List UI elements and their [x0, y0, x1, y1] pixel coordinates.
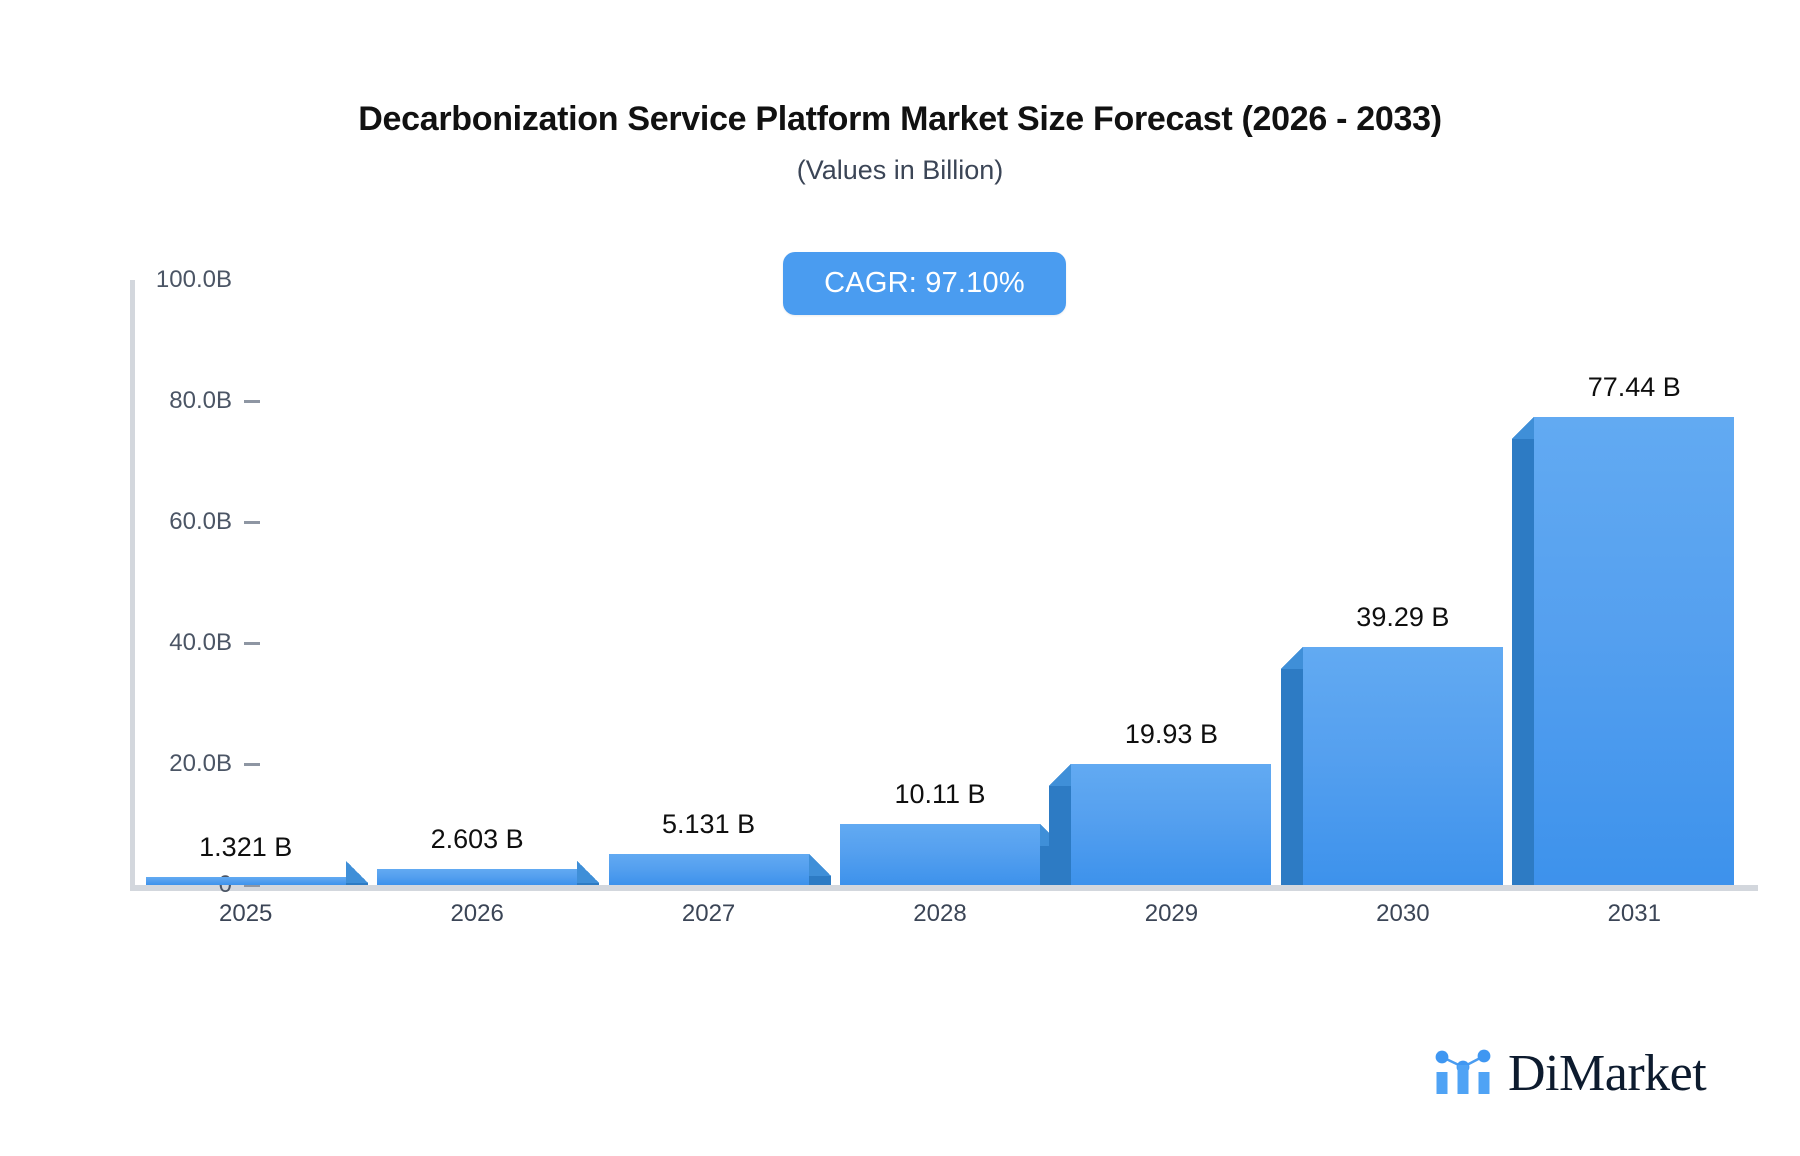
bar-group: 19.93 B 2029: [1049, 280, 1272, 927]
logo-wordmark: DiMarket: [1508, 1044, 1707, 1102]
bar[interactable]: [840, 823, 1040, 885]
bar-value-label: 39.29 B: [1356, 602, 1450, 633]
bar[interactable]: [377, 869, 578, 885]
bar-value-label: 19.93 B: [1124, 719, 1218, 750]
y-axis-tick: 20.0B: [120, 750, 260, 778]
y-axis-tick: 100.0B: [120, 266, 260, 294]
y-axis-tick: 80.0B: [120, 387, 260, 415]
dimarket-logo: DiMarket: [1434, 1044, 1707, 1102]
cagr-badge: CAGR: 97.10%: [783, 252, 1066, 315]
bar-chart-logo-icon: [1434, 1046, 1492, 1101]
bar-3d-side: [577, 883, 600, 885]
chart-subtitle: (Values in Billion): [796, 155, 1004, 185]
y-axis-tick: 60.0B: [120, 508, 260, 536]
y-axis-tick-mark: [244, 762, 260, 766]
bar-value-label: 10.11 B: [894, 778, 986, 809]
bar-3d-cap: [1049, 764, 1072, 787]
bar-3d-side: [1049, 786, 1072, 885]
bar[interactable]: [1302, 647, 1503, 885]
bar-value-label: 2.603 B: [430, 824, 524, 855]
chart-title: Decarbonization Service Platform Market …: [358, 100, 1442, 138]
bar[interactable]: [608, 853, 809, 885]
y-axis-tick: 40.0B: [120, 629, 260, 657]
cagr-badge-label: CAGR: 97.10%: [824, 267, 1025, 299]
y-axis-tick-label: 20.0B: [169, 750, 232, 777]
bar-3d-side: [1512, 438, 1535, 885]
bar-group: 1.321 B 2025: [145, 280, 368, 927]
y-axis-tick-label: 80.0B: [169, 387, 232, 414]
x-axis-tick-label: 2026: [450, 900, 504, 927]
bar-value-label: 1.321 B: [199, 832, 293, 863]
y-axis-tick-mark: [244, 399, 260, 403]
bar-group: 5.131 B 2027: [608, 280, 831, 927]
y-axis-tick-mark: [244, 883, 260, 887]
bar-3d-cap: [577, 861, 600, 883]
bar[interactable]: [145, 877, 346, 885]
x-axis-tick-label: 2028: [913, 900, 967, 927]
bar-3d-cap: [345, 861, 368, 883]
y-axis-tick-mark: [244, 641, 260, 645]
bar[interactable]: [1534, 416, 1735, 885]
bar-group: 77.44 B 2031: [1512, 280, 1735, 927]
bar-3d-side: [808, 875, 831, 885]
y-axis-tick-label: 40.0B: [169, 629, 232, 656]
x-axis-tick-label: 2027: [681, 900, 736, 927]
bar-series: 1.321 B 2025 2.603 B 2026 5.131 B 2027 10.11 B…: [130, 280, 1750, 927]
x-axis-line: [130, 885, 1758, 891]
bar-3d-cap: [1280, 647, 1303, 670]
bar-group: 39.29 B 2030: [1280, 280, 1503, 927]
bar-value-label: 77.44 B: [1587, 371, 1681, 402]
y-axis-tick-label: 100.0B: [155, 266, 232, 293]
bar-group: 2.603 B 2026: [377, 280, 600, 927]
bar-3d-cap: [808, 853, 831, 876]
bar-3d-side: [345, 883, 368, 885]
bar-3d-cap: [1512, 416, 1535, 439]
bar-group: 10.11 B 2028: [840, 280, 1062, 927]
x-axis-tick-label: 2025: [219, 900, 273, 927]
y-axis-line: [130, 280, 135, 887]
bar-value-label: 5.131 B: [662, 808, 756, 839]
bar[interactable]: [1071, 764, 1272, 885]
x-axis-tick-label: 2031: [1607, 900, 1661, 927]
bar-3d-side: [1280, 669, 1303, 885]
x-axis-tick-label: 2030: [1376, 900, 1430, 927]
y-axis-tick-mark: [244, 520, 260, 524]
x-axis-tick-label: 2029: [1144, 900, 1199, 927]
y-axis-tick-label: 60.0B: [169, 508, 232, 535]
